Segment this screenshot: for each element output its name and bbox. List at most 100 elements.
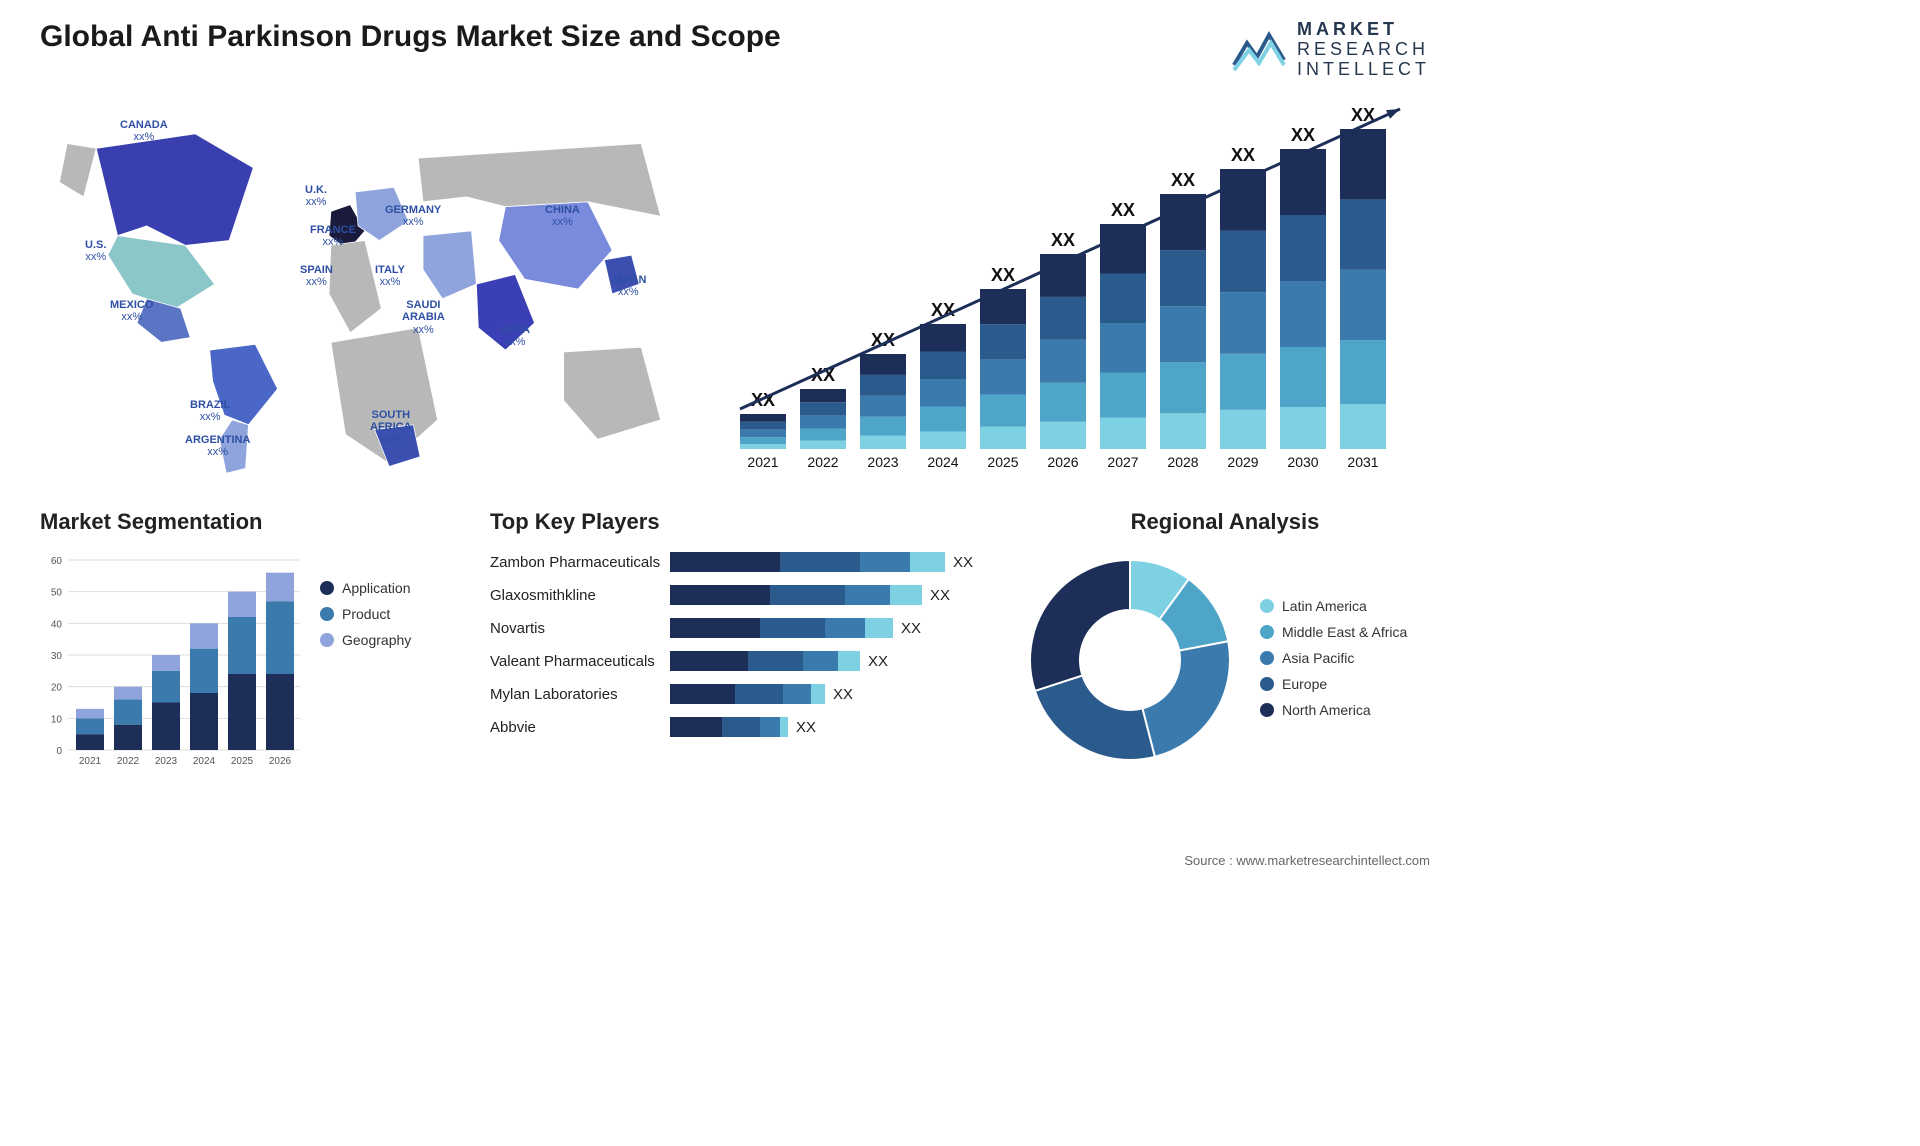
svg-text:2028: 2028 (1167, 454, 1198, 470)
map-label: SOUTHAFRICAxx% (370, 409, 412, 445)
segmentation-panel: Market Segmentation 01020304050602021202… (40, 509, 460, 775)
svg-text:40: 40 (51, 620, 63, 631)
segmentation-svg: 0102030405060202120222023202420252026 (40, 550, 300, 770)
player-bar (670, 585, 922, 605)
main-chart-svg: XX2021XX2022XX2023XX2024XX2025XX2026XX20… (720, 89, 1420, 489)
player-name: Mylan Laboratories (490, 686, 670, 703)
player-name: Glaxosmithkline (490, 587, 670, 604)
segmentation-legend: Application Product Geography (320, 550, 460, 775)
player-value: XX (796, 719, 816, 736)
legend-item: Product (320, 606, 460, 622)
regional-title: Regional Analysis (1020, 509, 1430, 535)
player-value: XX (901, 620, 921, 637)
player-name: Valeant Pharmaceuticals (490, 653, 670, 670)
svg-text:2029: 2029 (1227, 454, 1258, 470)
players-panel: Top Key Players Zambon PharmaceuticalsXX… (490, 509, 990, 775)
player-value: XX (833, 686, 853, 703)
player-bar-segment (748, 651, 803, 671)
source-text: Source : www.marketresearchintellect.com (1184, 853, 1430, 868)
player-bar-segment (670, 552, 780, 572)
player-bar-wrap: XX (670, 552, 990, 572)
map-svg (40, 89, 680, 489)
player-bar-segment (670, 684, 735, 704)
legend-swatch (1260, 703, 1274, 717)
player-row: NovartisXX (490, 616, 990, 640)
map-label: BRAZILxx% (190, 399, 230, 423)
legend-swatch (1260, 625, 1274, 639)
player-bar-segment (670, 618, 760, 638)
world-map: CANADAxx%U.S.xx%MEXICOxx%BRAZILxx%ARGENT… (40, 89, 680, 489)
legend-item: Geography (320, 632, 460, 648)
player-name: Zambon Pharmaceuticals (490, 554, 670, 571)
legend-label: North America (1282, 702, 1371, 718)
player-bar-segment (783, 684, 811, 704)
svg-text:XX: XX (1171, 170, 1195, 190)
player-row: Zambon Pharmaceuticals XX (490, 550, 990, 574)
player-row: GlaxosmithklineXX (490, 583, 990, 607)
player-value: XX (953, 554, 973, 571)
legend-item: North America (1260, 702, 1430, 718)
player-bar-wrap: XX (670, 717, 990, 737)
regional-legend: Latin AmericaMiddle East & AfricaAsia Pa… (1260, 598, 1430, 728)
svg-text:2025: 2025 (987, 454, 1018, 470)
legend-label: Latin America (1282, 598, 1367, 614)
header: Global Anti Parkinson Drugs Market Size … (0, 0, 1470, 89)
player-bar-segment (860, 552, 910, 572)
page-title: Global Anti Parkinson Drugs Market Size … (40, 20, 781, 54)
players-list: Zambon PharmaceuticalsXXGlaxosmithklineX… (490, 550, 990, 739)
map-label: SAUDIARABIAxx% (402, 299, 445, 335)
map-label: INDIAxx% (500, 324, 530, 348)
donut-svg (1020, 550, 1240, 770)
player-bar-segment (845, 585, 890, 605)
svg-text:2027: 2027 (1107, 454, 1138, 470)
map-label: GERMANYxx% (385, 204, 441, 228)
player-bar-segment (780, 552, 860, 572)
legend-swatch (320, 581, 334, 595)
player-bar-segment (670, 651, 748, 671)
player-bar-segment (722, 717, 760, 737)
player-bar-segment (910, 552, 945, 572)
svg-text:2022: 2022 (117, 756, 140, 767)
svg-text:2026: 2026 (269, 756, 292, 767)
main-growth-chart: XX2021XX2022XX2023XX2024XX2025XX2026XX20… (720, 89, 1430, 489)
svg-text:2025: 2025 (231, 756, 254, 767)
player-bar-segment (865, 618, 893, 638)
map-label: MEXICOxx% (110, 299, 153, 323)
legend-swatch (1260, 677, 1274, 691)
logo-icon (1229, 25, 1289, 75)
segmentation-title: Market Segmentation (40, 509, 460, 535)
svg-text:2022: 2022 (807, 454, 838, 470)
map-label: U.S.xx% (85, 239, 106, 263)
svg-text:2024: 2024 (193, 756, 216, 767)
bottom-row: Market Segmentation 01020304050602021202… (0, 489, 1470, 775)
svg-text:2023: 2023 (867, 454, 898, 470)
legend-label: Middle East & Africa (1282, 624, 1407, 640)
logo: MARKET RESEARCH INTELLECT (1229, 20, 1430, 79)
player-bar-wrap: XX (670, 684, 990, 704)
legend-swatch (320, 607, 334, 621)
svg-text:XX: XX (1291, 125, 1315, 145)
player-bar-wrap: XX (670, 651, 990, 671)
player-bar-segment (803, 651, 838, 671)
legend-item: Latin America (1260, 598, 1430, 614)
svg-text:XX: XX (991, 265, 1015, 285)
player-bar-wrap: XX (670, 618, 990, 638)
map-label: CHINAxx% (545, 204, 580, 228)
svg-text:2024: 2024 (927, 454, 958, 470)
player-row: Valeant PharmaceuticalsXX (490, 649, 990, 673)
legend-swatch (1260, 599, 1274, 613)
svg-text:50: 50 (51, 588, 63, 599)
map-label: ITALYxx% (375, 264, 405, 288)
svg-text:10: 10 (51, 715, 63, 726)
svg-text:20: 20 (51, 683, 63, 694)
player-row: AbbvieXX (490, 715, 990, 739)
legend-item: Application (320, 580, 460, 596)
svg-text:30: 30 (51, 651, 63, 662)
player-bar-segment (735, 684, 783, 704)
player-bar-segment (780, 717, 788, 737)
svg-text:2026: 2026 (1047, 454, 1078, 470)
player-bar-segment (770, 585, 845, 605)
segmentation-chart: 0102030405060202120222023202420252026 (40, 550, 300, 775)
legend-label: Europe (1282, 676, 1327, 692)
player-bar-segment (760, 717, 780, 737)
